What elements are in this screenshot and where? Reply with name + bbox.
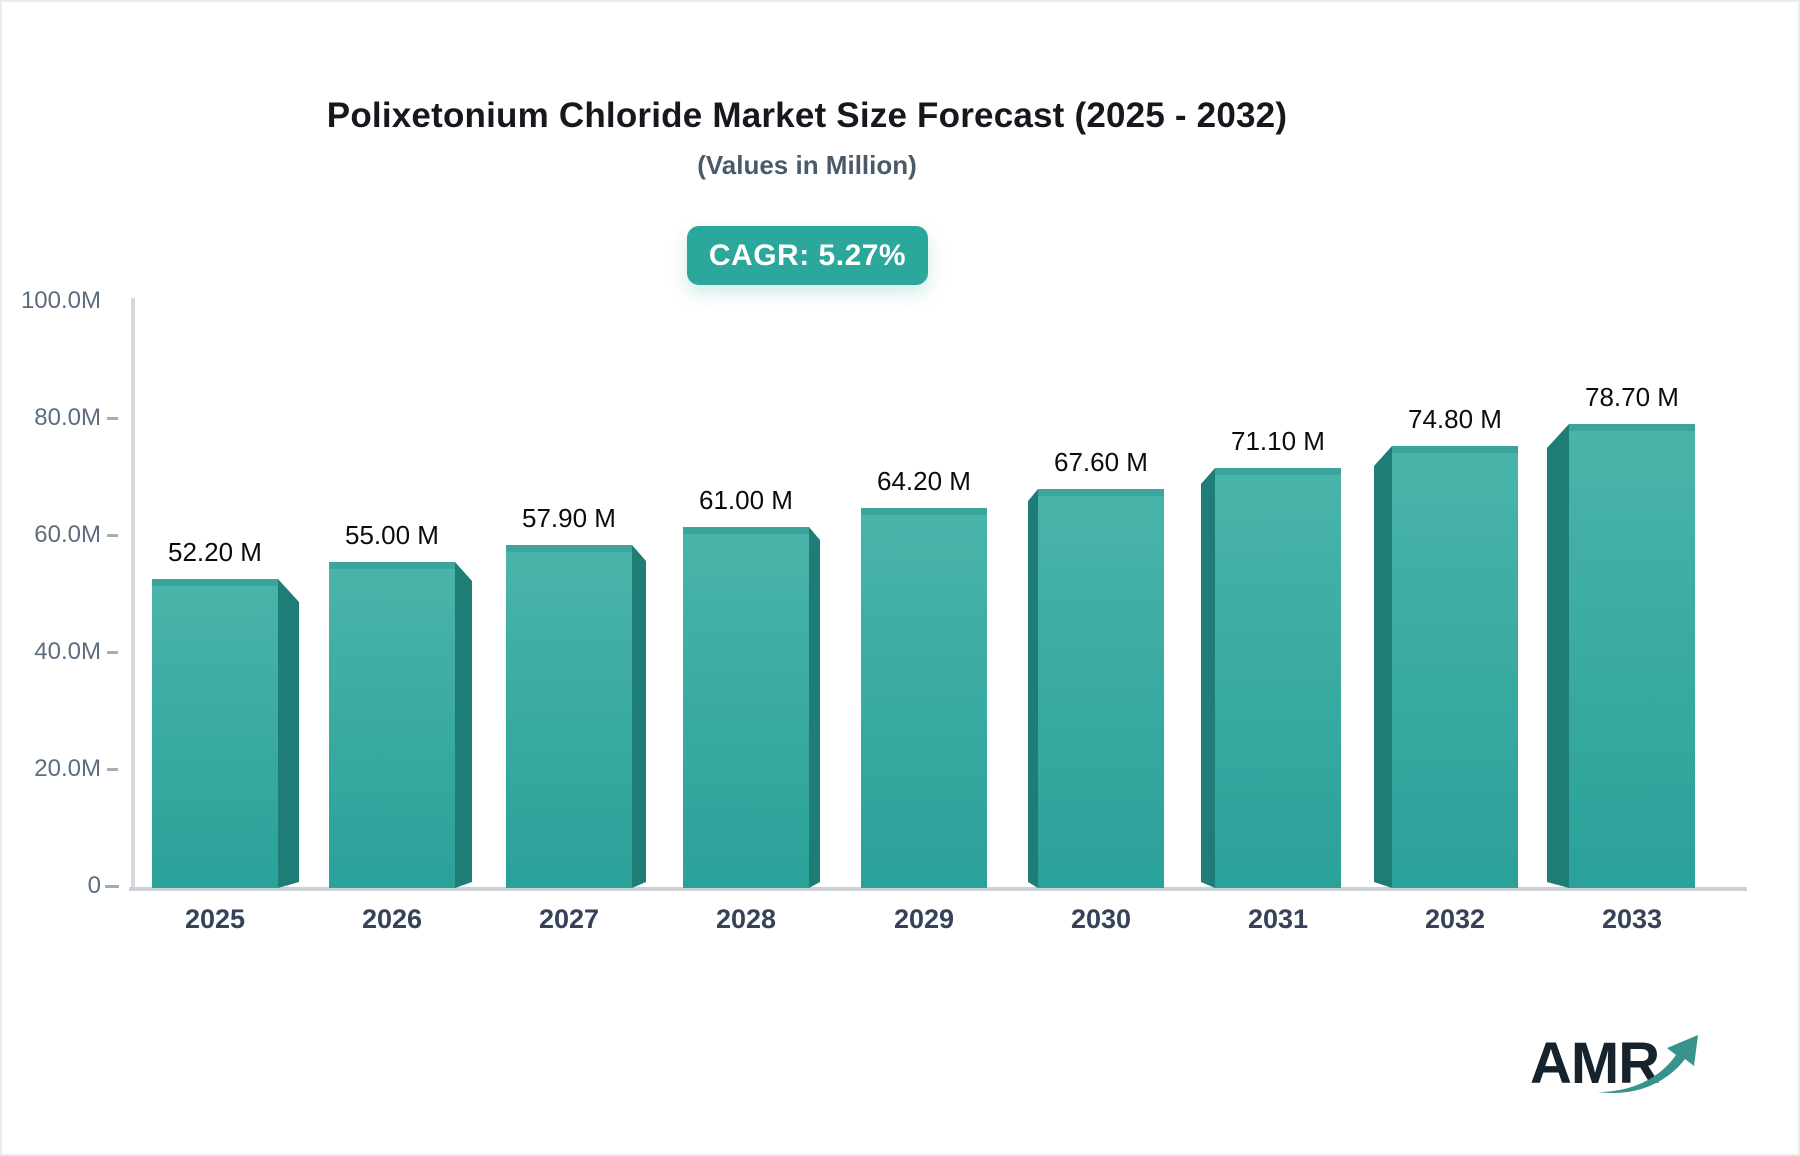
bar-side-face-2031 xyxy=(1201,468,1215,888)
bar-side-face-2030 xyxy=(1028,489,1038,888)
bar-2032 xyxy=(1392,446,1518,888)
x-axis-year-label-2025: 2025 xyxy=(184,904,246,934)
bar-top-face-2029 xyxy=(861,508,987,515)
y-axis-tick-mark xyxy=(107,417,118,420)
bar-2033 xyxy=(1569,424,1695,888)
bar-side-face-2028 xyxy=(809,527,820,888)
bar-top-face-2031 xyxy=(1215,468,1341,475)
chart-title: Polixetonium Chloride Market Size Foreca… xyxy=(326,96,1288,135)
bar-side-face-2027 xyxy=(632,545,646,888)
bar-value-label-2030: 67.60 M xyxy=(1054,447,1148,477)
y-axis-tick-mark xyxy=(107,534,118,537)
x-axis-year-label-2029: 2029 xyxy=(893,904,955,934)
y-axis-tick-label: 20.0M xyxy=(34,755,101,782)
x-axis-line xyxy=(129,887,1747,891)
bar-top-face-2025 xyxy=(152,579,278,586)
bar-value-label-2025: 52.20 M xyxy=(168,537,262,567)
x-axis-year-label-2032: 2032 xyxy=(1424,904,1486,934)
y-axis-tick-label: 80.0M xyxy=(34,404,101,431)
bar-side-face-2032 xyxy=(1374,446,1392,888)
bar-value-label-2027: 57.90 M xyxy=(522,503,616,533)
bar-2025 xyxy=(152,579,278,888)
bar-value-label-2028: 61.00 M xyxy=(699,485,793,515)
cagr-badge: CAGR: 5.27% xyxy=(687,226,928,285)
y-axis-tick-mark xyxy=(107,768,118,771)
bar-value-label-2032: 74.80 M xyxy=(1408,404,1502,434)
y-axis-line xyxy=(131,298,135,890)
x-axis-year-label-2026: 2026 xyxy=(361,904,423,934)
bar-top-face-2027 xyxy=(506,545,632,552)
amr-logo: AMR xyxy=(1530,1024,1720,1114)
bar-side-face-2025 xyxy=(278,579,299,888)
bar-value-label-2029: 64.20 M xyxy=(877,466,971,496)
bar-side-face-2026 xyxy=(455,562,472,888)
y-axis-tick-mark xyxy=(105,885,119,888)
bar-value-label-2033: 78.70 M xyxy=(1585,382,1679,412)
y-axis-tick-label: 40.0M xyxy=(34,638,101,665)
cagr-badge-label: CAGR: 5.27% xyxy=(708,238,907,272)
y-axis-tick-label: 0 xyxy=(87,872,101,899)
bar-2031 xyxy=(1215,468,1341,888)
x-axis-year-label-2033: 2033 xyxy=(1601,904,1663,934)
x-axis-year-label-2027: 2027 xyxy=(538,904,600,934)
bar-2030 xyxy=(1038,489,1164,888)
y-axis-tick-mark xyxy=(107,651,118,654)
x-axis-year-label-2028: 2028 xyxy=(715,904,777,934)
bar-top-face-2030 xyxy=(1038,489,1164,496)
y-axis-tick-label: 100.0M xyxy=(20,287,101,314)
bar-2026 xyxy=(329,562,455,888)
chart-subtitle: (Values in Million) xyxy=(697,150,917,180)
bar-top-face-2032 xyxy=(1392,446,1518,453)
bar-top-face-2033 xyxy=(1569,424,1695,431)
bar-2028 xyxy=(683,527,809,888)
growth-arrow-icon xyxy=(1598,1035,1698,1094)
bar-value-label-2026: 55.00 M xyxy=(345,520,439,550)
bar-top-face-2028 xyxy=(683,527,809,534)
y-axis-tick-label: 60.0M xyxy=(34,521,101,548)
bar-value-label-2031: 71.10 M xyxy=(1231,426,1325,456)
bar-2029 xyxy=(861,508,987,888)
bar-side-face-2033 xyxy=(1547,424,1569,888)
x-axis-year-label-2031: 2031 xyxy=(1247,904,1309,934)
bar-2027 xyxy=(506,545,632,888)
bar-top-face-2026 xyxy=(329,562,455,569)
x-axis-year-label-2030: 2030 xyxy=(1070,904,1132,934)
